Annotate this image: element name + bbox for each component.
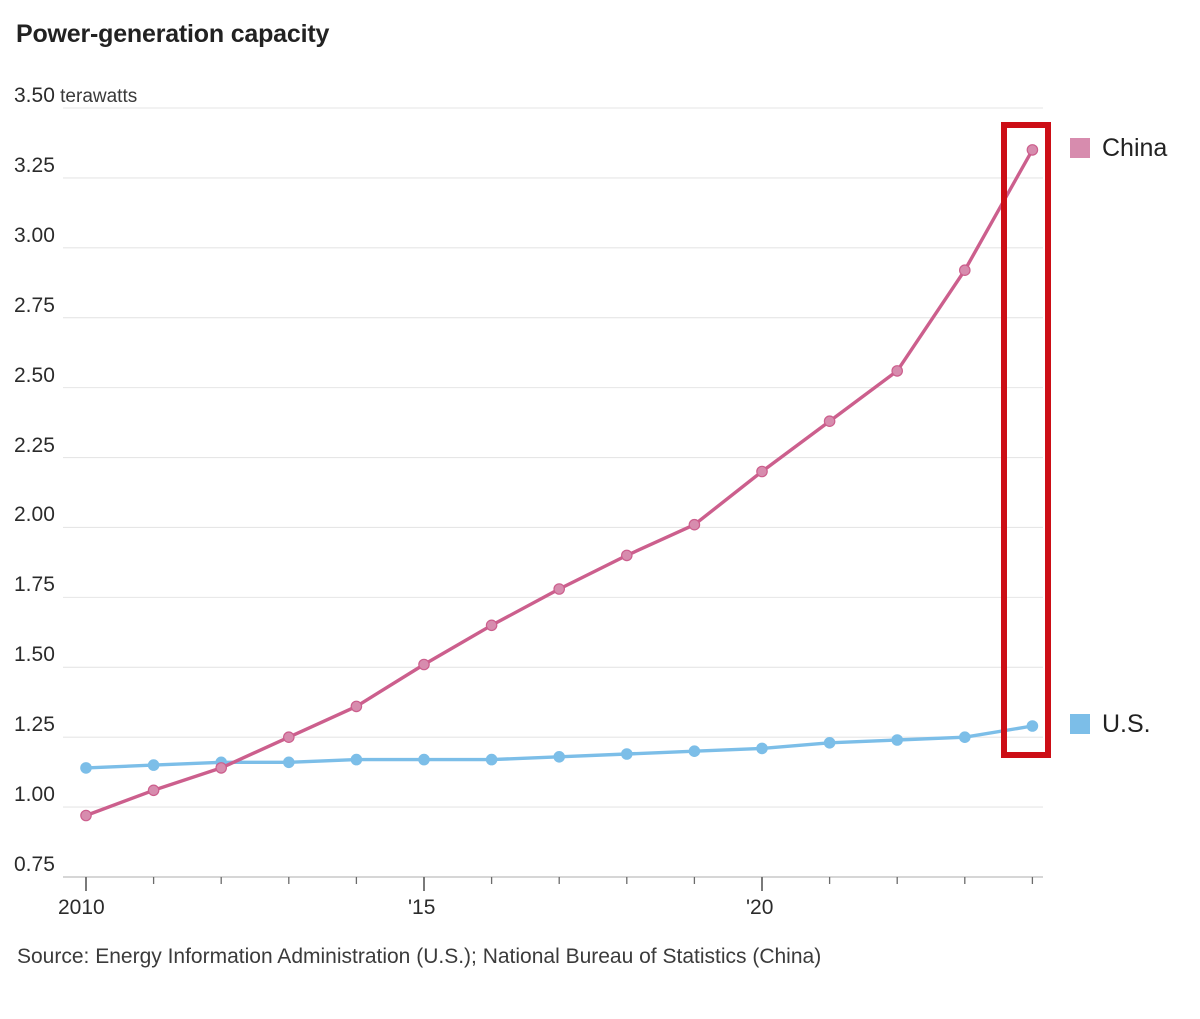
data-point-marker [891,365,903,377]
data-point-marker [958,264,971,276]
x-tick-label: '15 [408,896,436,919]
legend-label: China [1102,133,1168,162]
legend-item-us[interactable]: U.S. [1070,710,1151,739]
data-point-marker [485,753,498,766]
data-point-marker [1026,720,1039,732]
data-point-marker [418,753,430,766]
data-point-marker [553,583,565,595]
y-tick-label: 1.00 [14,783,55,807]
y-tick-label: 2.50 [14,363,55,387]
y-axis-unit-label: terawatts [54,86,138,107]
data-point-marker [282,731,295,743]
data-point-marker [891,734,903,746]
data-point-marker [958,731,971,743]
data-point-marker [418,658,430,671]
y-tick-label: 1.25 [14,713,55,737]
data-point-marker [282,756,295,769]
x-tick-label: '20 [746,896,774,919]
x-tick-label: 2010 [58,896,105,919]
y-tick-label: 2.75 [14,293,55,317]
data-point-marker [147,784,160,797]
y-tick-label: 1.75 [14,573,55,597]
legend-swatch-icon [1070,138,1090,159]
y-tick-label: 3.00 [14,223,55,247]
data-point-marker [823,736,836,749]
legend-label: U.S. [1102,709,1151,738]
data-point-marker [215,762,227,774]
data-point-marker [80,762,92,774]
data-point-marker [688,745,701,757]
data-point-marker [485,619,498,632]
data-point-marker [756,465,768,478]
y-tick-label: 3.25 [14,153,55,177]
legend-swatch-icon [1070,714,1090,735]
data-point-marker [350,753,363,766]
data-point-marker [350,700,363,713]
data-point-marker [688,518,701,531]
data-point-marker [756,742,768,755]
data-point-marker [620,549,633,562]
data-point-marker [80,809,92,822]
data-point-marker [553,750,565,763]
series-line-china [84,148,1035,818]
data-point-marker [147,759,160,771]
y-tick-label: 1.50 [14,643,55,667]
data-point-marker [620,748,633,760]
y-tick-label: 0.75 [14,853,55,876]
gridlines [63,107,1043,878]
legend-item-china[interactable]: China [1070,134,1167,163]
data-point-marker [1026,144,1039,156]
source-note: Source: Energy Information Administratio… [17,945,822,968]
series-layer [80,144,1039,822]
y-tick-label: 3.50 terawatts [14,84,138,107]
data-point-marker [823,415,836,427]
x-axis-ticks [85,877,1034,891]
y-tick-label: 2.00 [14,503,55,527]
page-title: Power-generation capacity [16,20,330,48]
y-tick-label: 2.25 [14,433,55,457]
